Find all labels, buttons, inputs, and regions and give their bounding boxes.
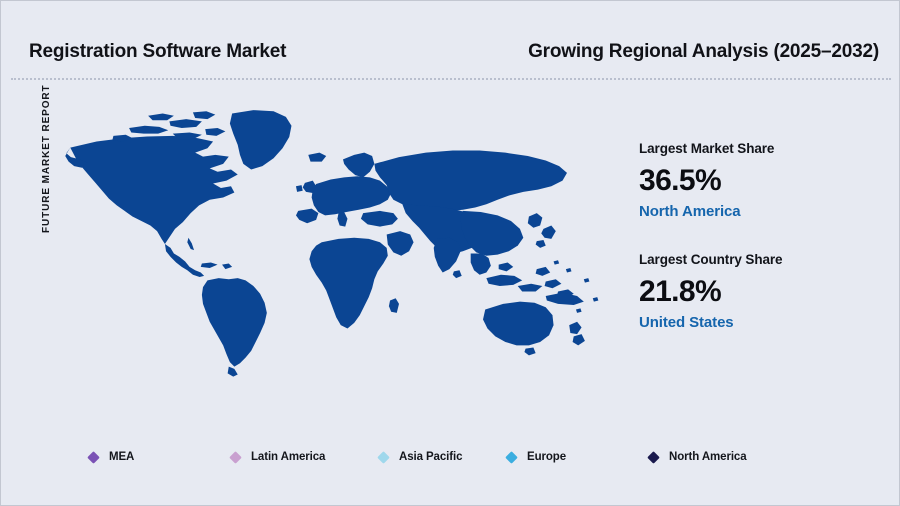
stat-largest-country-share: Largest Country Share 21.8% United State… bbox=[639, 252, 879, 331]
stat-region: North America bbox=[639, 203, 741, 220]
world-map bbox=[63, 101, 623, 411]
legend-label: North America bbox=[669, 451, 747, 463]
legend-item-north-america: North America bbox=[647, 447, 747, 467]
stats-panel: Largest Market Share 36.5% North America… bbox=[639, 141, 879, 331]
stat-largest-market-share: Largest Market Share 36.5% North America bbox=[639, 141, 879, 220]
stat-region: United States bbox=[639, 314, 734, 331]
world-map-landmasses bbox=[65, 110, 599, 377]
legend-label: Europe bbox=[527, 451, 567, 463]
header-subtitle: Growing Regional Analysis (2025–2032) bbox=[528, 41, 879, 62]
legend-item-asia-pacific: Asia Pacific bbox=[377, 447, 463, 467]
legend-item-latin-america: Latin America bbox=[229, 447, 326, 467]
diamond-marker-icon bbox=[505, 450, 518, 464]
stat-label: Largest Market Share bbox=[639, 141, 775, 156]
legend-item-mea: MEA bbox=[87, 447, 135, 467]
legend-label: Asia Pacific bbox=[399, 451, 463, 463]
legend-label: Latin America bbox=[251, 451, 326, 463]
header-divider bbox=[11, 78, 891, 80]
brand-watermark-label: FUTURE MARKET REPORT bbox=[41, 84, 52, 233]
stat-value: 21.8% bbox=[639, 275, 722, 308]
diamond-marker-icon bbox=[229, 450, 242, 464]
map-legend: MEA Latin America Asia Pacific Europe No… bbox=[87, 447, 789, 469]
diamond-marker-icon bbox=[87, 450, 100, 464]
legend-item-europe: Europe bbox=[505, 447, 567, 467]
page-title: Registration Software Market bbox=[29, 41, 287, 62]
stat-value: 36.5% bbox=[639, 164, 722, 197]
legend-label: MEA bbox=[109, 451, 135, 463]
header: Registration Software Market Growing Reg… bbox=[1, 1, 899, 80]
stat-label: Largest Country Share bbox=[639, 252, 783, 267]
diamond-marker-icon bbox=[377, 450, 390, 464]
diamond-marker-icon bbox=[647, 450, 660, 464]
